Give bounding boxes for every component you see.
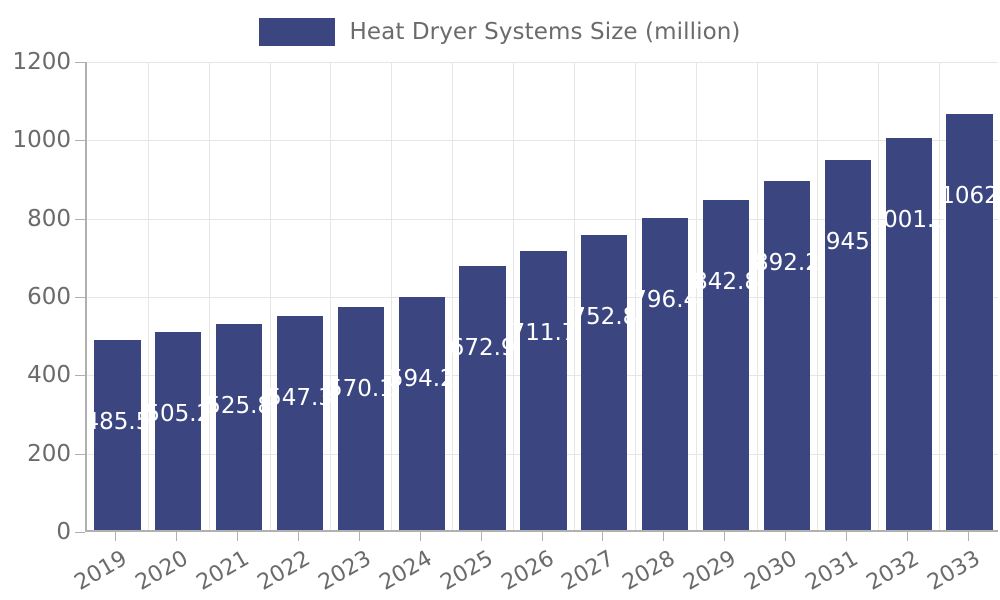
vertical-gridline — [147, 62, 149, 530]
x-axis-tick-mark — [845, 532, 847, 541]
x-axis-tick-label: 2027 — [557, 546, 619, 596]
x-axis-tick-label: 2032 — [862, 546, 924, 596]
x-axis-tick-label: 2019 — [70, 546, 132, 596]
y-axis-tick-mark — [75, 532, 85, 533]
x-axis-tick-mark — [115, 532, 117, 541]
x-axis-tick-mark — [724, 532, 726, 541]
x-axis-tick-mark — [541, 532, 543, 541]
y-axis-tick-label: 1000 — [12, 127, 71, 154]
x-axis-tick-label: 2021 — [192, 546, 254, 596]
bar[interactable] — [94, 339, 141, 530]
y-axis: 0 200 400 600 800 1000 1200 — [0, 49, 85, 545]
y-axis-tick-mark — [75, 140, 85, 142]
bar[interactable] — [702, 199, 750, 530]
legend-label-heat-dryer-systems-size: Heat Dryer Systems Size (million) — [349, 19, 741, 45]
x-axis-tick-label: 2031 — [801, 546, 863, 596]
x-axis-tick-mark — [784, 532, 786, 541]
x-axis-tick-mark — [237, 532, 239, 541]
x-axis-tick-mark — [176, 532, 178, 541]
vertical-gridline — [391, 62, 393, 530]
y-axis-tick-mark — [75, 453, 85, 455]
bar[interactable] — [824, 159, 871, 530]
x-axis-tick-label: 2022 — [253, 546, 315, 596]
x-axis-tick-mark — [663, 532, 665, 541]
vertical-gridline — [817, 62, 819, 530]
x-axis-tick-mark — [967, 532, 969, 541]
x-axis-tick-mark — [419, 532, 421, 541]
x-axis: 2019 2020 2021 2022 2023 2024 2025 2026 2027 2028… — [71, 532, 998, 600]
vertical-gridline — [878, 62, 880, 530]
y-axis-tick-mark — [75, 218, 85, 220]
bar-slot: 1062 — [939, 62, 998, 530]
x-axis-tick-label: 2033 — [923, 546, 985, 596]
vertical-gridline — [695, 62, 697, 530]
y-axis-tick-label: 200 — [27, 440, 71, 467]
bar[interactable] — [520, 251, 567, 530]
y-axis-tick-label: 800 — [27, 205, 71, 232]
bar-slot: 752.8 — [571, 62, 637, 530]
bar-series: 485.5 505.2 525.8 547.3 570.1 594.2 672.9 711.7… — [87, 62, 998, 530]
x-axis-tick-mark — [358, 532, 360, 541]
x-axis-tick-label: 2029 — [679, 546, 741, 596]
bar-slot: 547.3 — [267, 62, 333, 530]
x-axis-tick-label: 2026 — [497, 546, 558, 596]
vertical-gridline — [269, 62, 271, 530]
y-axis-tick-label: 1200 — [12, 49, 71, 75]
bar-slot: 525.8 — [206, 62, 272, 530]
legend-swatch-heat-dryer-systems-size[interactable] — [259, 18, 336, 46]
bar[interactable] — [398, 297, 445, 530]
x-axis-tick-mark — [480, 532, 482, 541]
vertical-gridline — [939, 62, 941, 530]
bar[interactable] — [459, 266, 506, 530]
x-axis-tick-label: 2030 — [740, 546, 802, 596]
chart-legend: Heat Dryer Systems Size (million) — [0, 12, 1000, 52]
x-axis-tick-label: 2024 — [375, 546, 437, 596]
y-axis-tick-mark — [75, 62, 85, 63]
gridline — [87, 140, 998, 142]
bar-slot: 1001.5 — [868, 62, 949, 530]
gridline — [87, 218, 998, 220]
y-axis-tick-mark — [75, 297, 85, 298]
vertical-gridline — [208, 62, 210, 530]
bar[interactable] — [155, 332, 202, 530]
vertical-gridline — [756, 62, 758, 530]
bar-slot: 594.2 — [389, 62, 455, 530]
bar[interactable] — [642, 218, 689, 530]
bar[interactable] — [337, 306, 384, 530]
bar[interactable] — [885, 137, 932, 530]
x-axis-tick-label: 2023 — [314, 546, 376, 596]
bar-slot: 570.1 — [328, 62, 394, 530]
vertical-gridline — [513, 62, 515, 530]
y-axis-tick-label: 600 — [27, 284, 71, 310]
vertical-gridline — [330, 62, 332, 530]
bar-slot: 945 — [817, 62, 878, 530]
bar[interactable] — [763, 180, 811, 530]
bar[interactable] — [216, 324, 263, 530]
x-axis-tick-mark — [602, 532, 604, 541]
vertical-gridline — [452, 62, 454, 530]
y-axis-tick-label: 0 — [56, 519, 71, 545]
y-axis-tick-label: 400 — [27, 362, 71, 389]
y-axis-tick-mark — [75, 375, 85, 377]
bar-slot: 505.2 — [145, 62, 211, 530]
plot-area: 485.5 505.2 525.8 547.3 570.1 594.2 672.9 711.7… — [85, 62, 998, 532]
bar[interactable] — [946, 114, 993, 530]
x-axis-tick-mark — [298, 532, 300, 541]
bar-slot: 485.5 — [87, 62, 150, 530]
bar-slot: 796.4 — [632, 62, 698, 530]
bar-slot: 672.9 — [450, 62, 516, 530]
x-axis-tick-mark — [906, 532, 908, 541]
x-axis-tick-label: 2025 — [436, 546, 498, 596]
bar-slot: 892.2 — [754, 62, 820, 530]
bar-slot: 711.7 — [511, 62, 576, 530]
gridline — [87, 62, 998, 63]
vertical-gridline — [573, 62, 575, 530]
x-axis-tick-label: 2028 — [618, 546, 680, 596]
bar[interactable] — [276, 315, 324, 530]
bar-slot: 842.8 — [693, 62, 759, 530]
bar[interactable] — [581, 235, 628, 530]
vertical-gridline — [634, 62, 636, 530]
x-axis-tick-label: 2020 — [131, 546, 193, 596]
